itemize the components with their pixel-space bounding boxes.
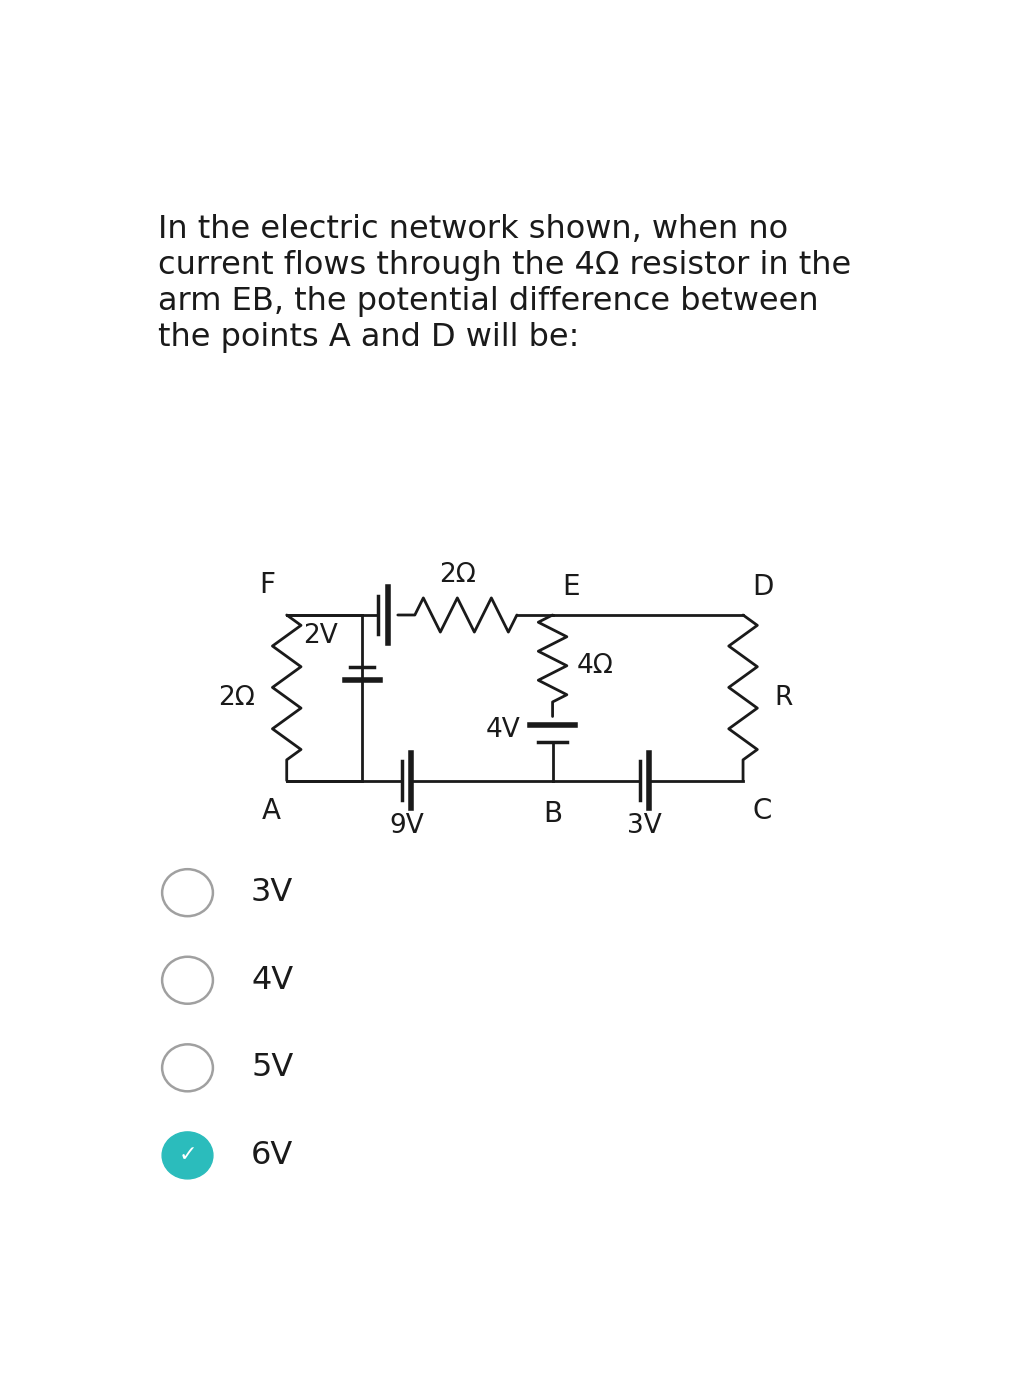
Text: ✓: ✓	[178, 1146, 197, 1165]
Text: F: F	[259, 571, 274, 599]
Text: 4Ω: 4Ω	[577, 653, 613, 678]
Text: 2V: 2V	[303, 623, 338, 649]
Text: C: C	[753, 796, 772, 824]
Text: 5V: 5V	[251, 1053, 293, 1083]
Text: E: E	[562, 573, 580, 601]
Text: 9V: 9V	[389, 813, 424, 839]
Text: A: A	[261, 796, 281, 824]
Text: 3V: 3V	[628, 813, 662, 839]
Ellipse shape	[162, 1132, 213, 1179]
Text: D: D	[753, 573, 774, 601]
Text: 2Ω: 2Ω	[218, 685, 255, 710]
Text: In the electric network shown, when no
current flows through the 4Ω resistor in : In the electric network shown, when no c…	[158, 215, 851, 352]
Text: 4V: 4V	[486, 717, 521, 743]
Text: 6V: 6V	[251, 1140, 293, 1171]
Text: 3V: 3V	[251, 877, 293, 908]
Text: B: B	[543, 800, 562, 828]
Text: R: R	[775, 685, 794, 710]
Text: 4V: 4V	[251, 965, 293, 996]
Text: 2Ω: 2Ω	[439, 562, 476, 588]
